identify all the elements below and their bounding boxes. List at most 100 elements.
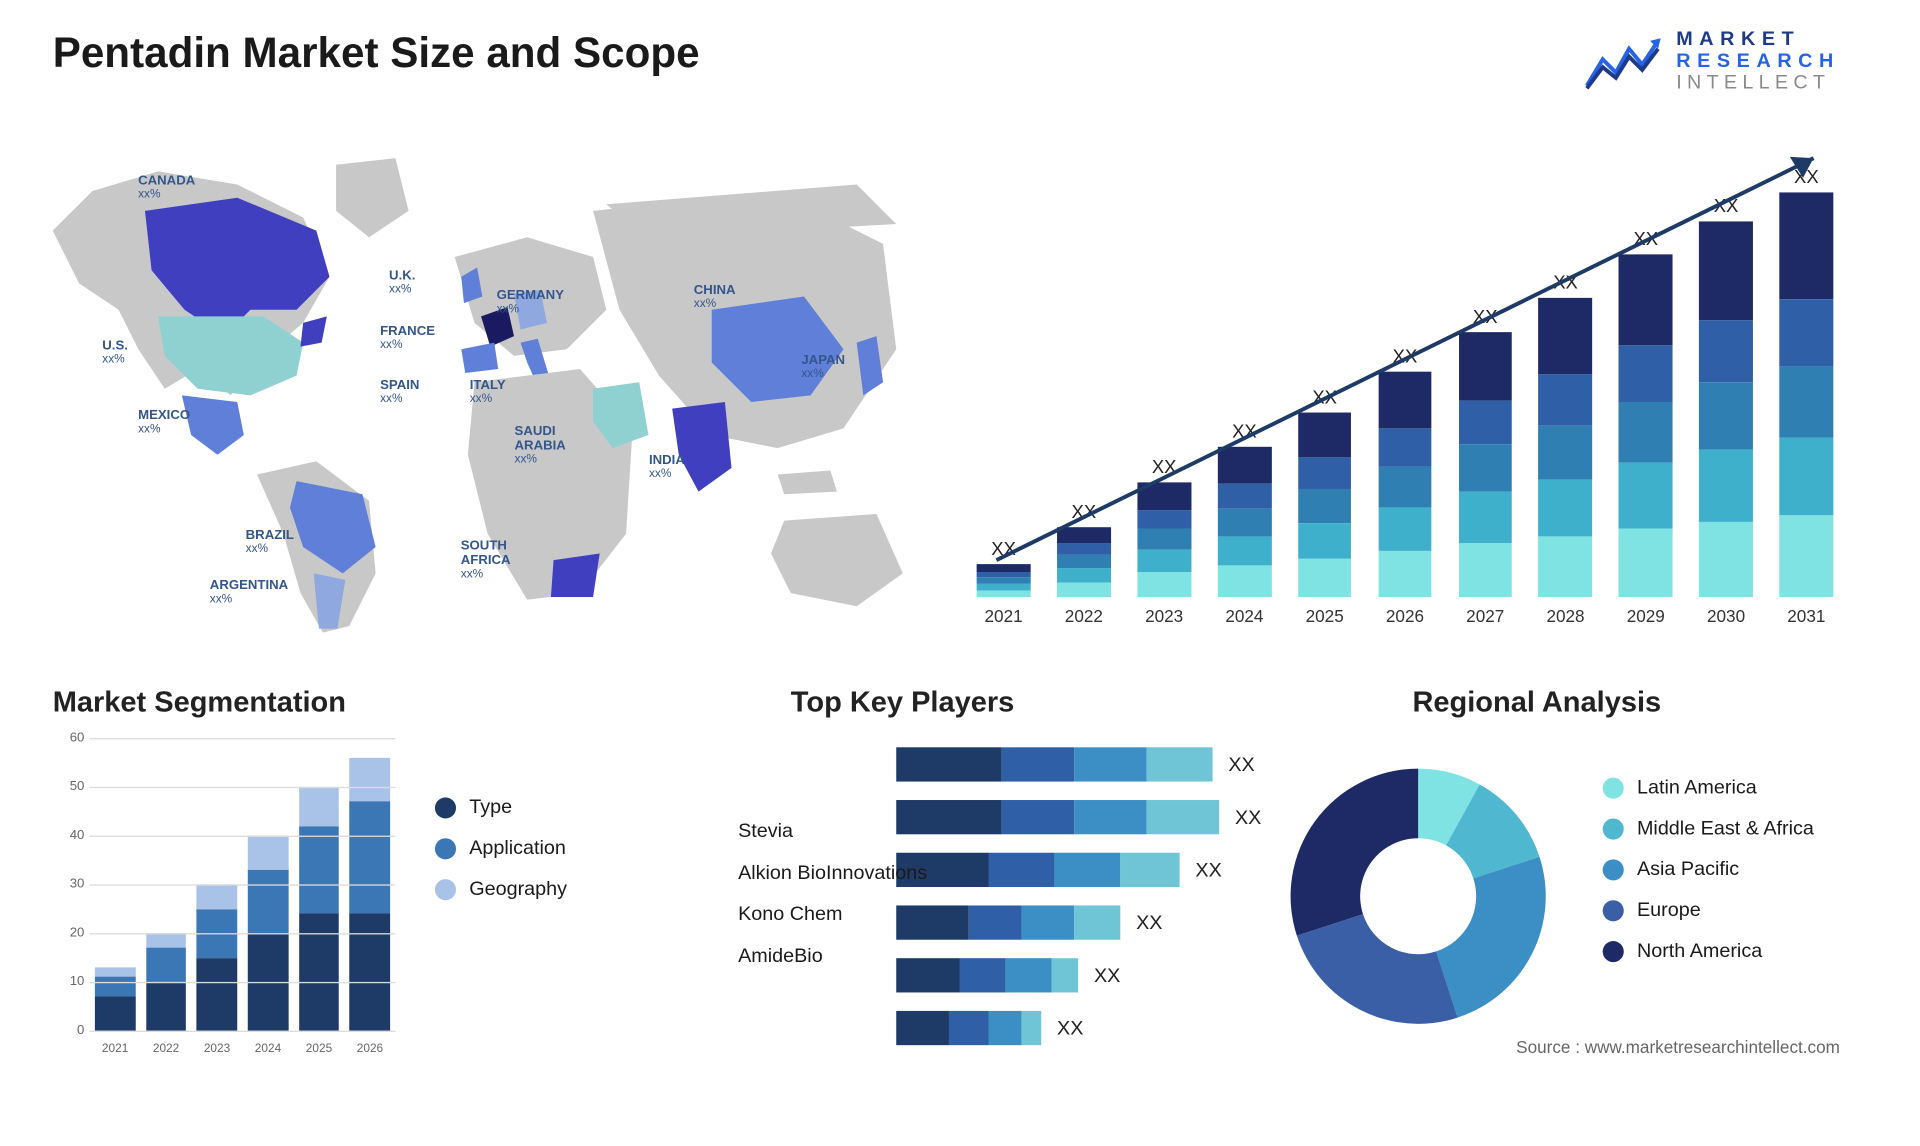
source-attribution: Source : www.marketresearchintellect.com	[1516, 1037, 1840, 1057]
bar-top-label: XX	[1152, 456, 1177, 477]
x-axis-label: 2026	[350, 1041, 390, 1054]
bar-top-label: XX	[1633, 228, 1658, 249]
bar-top-label: XX	[991, 538, 1016, 559]
world-map: CANADAxx%U.S.xx%MEXICOxx%BRAZILxx%ARGENT…	[40, 138, 936, 639]
map-label-germany: GERMANYxx%	[497, 289, 564, 317]
regional-title: Regional Analysis	[1300, 685, 1774, 719]
kp-bar-segment	[949, 1011, 989, 1045]
seg-bar-segment	[350, 758, 390, 802]
bar-segment	[1218, 484, 1272, 509]
key-players-names: SteviaAlkion BioInnovationsKono ChemAmid…	[738, 811, 927, 977]
seg-bar-2021	[95, 967, 135, 1030]
bar-segment	[1619, 255, 1673, 345]
bar-2023: XX	[1131, 456, 1198, 597]
legend-dot-icon	[1603, 818, 1624, 839]
logo-icon	[1584, 33, 1663, 91]
kp-value-label: XX	[1057, 1017, 1083, 1039]
map-label-u-s-: U.S.xx%	[102, 339, 128, 367]
map-label-saudi-arabia: SAUDI ARABIAxx%	[515, 424, 581, 466]
kp-value-label: XX	[1228, 753, 1254, 775]
x-axis-label: 2022	[146, 1041, 186, 1054]
map-label-u-k-: U.K.xx%	[389, 269, 415, 297]
y-axis-label: 50	[53, 780, 85, 794]
bar-top-label: XX	[1232, 420, 1257, 441]
seg-bar-segment	[350, 801, 390, 913]
donut-slice	[1291, 769, 1419, 936]
kp-bar-segment	[1002, 747, 1074, 781]
map-region	[301, 316, 327, 346]
bar-segment	[1298, 489, 1352, 523]
bar-segment	[1458, 332, 1512, 401]
kp-bar-segment	[1054, 853, 1120, 887]
bar-segment	[1619, 528, 1673, 597]
kp-bar-segment	[1021, 905, 1074, 939]
kp-bar-segment	[1120, 853, 1179, 887]
key-players-section: Top Key Players XXXXXXXXXXXX SteviaAlkio…	[791, 685, 1318, 719]
kp-bar-segment	[960, 958, 1006, 992]
segmentation-chart: 202120222023202420252026 0102030405060	[53, 738, 396, 1054]
map-label-south-africa: SOUTH AFRICAxx%	[461, 539, 527, 581]
logo: MARKET RESEARCH INTELLECT	[1584, 29, 1840, 94]
seg-bar-segment	[146, 933, 186, 948]
regional-section: Regional Analysis Latin AmericaMiddle Ea…	[1300, 685, 1854, 719]
legend-dot-icon	[435, 838, 456, 859]
bar-top-label: XX	[1714, 196, 1739, 217]
kp-bar-segment	[1074, 747, 1146, 781]
map-label-italy: ITALYxx%	[470, 379, 506, 407]
bar-segment	[1458, 401, 1512, 445]
seg-bar-segment	[350, 914, 390, 1031]
bar-segment	[1699, 222, 1753, 320]
x-axis-label: 2024	[248, 1041, 288, 1054]
seg-bar-segment	[146, 982, 186, 1031]
kp-bar-segment	[969, 905, 1022, 939]
map-label-india: INDIAxx%	[649, 454, 685, 482]
page-title: Pentadin Market Size and Scope	[53, 29, 700, 78]
bar-segment	[1780, 438, 1834, 515]
seg-bar-segment	[299, 914, 339, 1031]
map-region	[336, 158, 408, 237]
map-region	[771, 514, 903, 606]
map-region	[461, 343, 498, 373]
bar-segment	[1458, 445, 1512, 492]
x-axis-label: 2022	[1050, 606, 1117, 626]
segmentation-legend: TypeApplicationGeography	[435, 778, 567, 919]
bar-segment	[1458, 543, 1512, 597]
y-axis-label: 30	[53, 877, 85, 891]
map-label-brazil: BRAZILxx%	[246, 529, 294, 557]
kp-value-label: XX	[1195, 859, 1221, 881]
kp-name: Kono Chem	[738, 894, 927, 936]
x-axis-label: 2023	[197, 1041, 237, 1054]
x-axis-label: 2025	[299, 1041, 339, 1054]
kp-value-label: XX	[1094, 964, 1120, 986]
legend-item: Geography	[435, 878, 567, 900]
bar-segment	[1218, 536, 1272, 565]
bar-2031: XX	[1773, 166, 1840, 597]
bar-segment	[1539, 297, 1593, 374]
map-label-canada: CANADAxx%	[138, 173, 195, 201]
legend-label: Type	[469, 796, 512, 818]
kp-bar-segment	[1147, 800, 1219, 834]
bar-segment	[1378, 428, 1432, 466]
bar-segment	[1619, 463, 1673, 529]
bar-segment	[1298, 523, 1352, 559]
bar-segment	[1057, 568, 1111, 583]
x-axis-label: 2028	[1532, 606, 1599, 626]
kp-bar-segment	[896, 747, 1001, 781]
bar-segment	[1057, 582, 1111, 597]
legend-dot-icon	[435, 878, 456, 899]
bar-2026: XX	[1371, 345, 1438, 597]
bar-segment	[1699, 383, 1753, 450]
bar-segment	[1619, 345, 1673, 402]
kp-bar-segment	[988, 853, 1054, 887]
legend-label: North America	[1637, 940, 1762, 962]
bar-top-label: XX	[1553, 271, 1578, 292]
map-label-spain: SPAINxx%	[380, 379, 419, 407]
bar-segment	[1137, 572, 1191, 597]
legend-label: Geography	[469, 878, 567, 900]
x-axis-label: 2021	[95, 1041, 135, 1054]
bar-segment	[977, 591, 1031, 598]
bar-segment	[1699, 450, 1753, 522]
bar-segment	[1218, 509, 1272, 537]
map-label-mexico: MEXICOxx%	[138, 409, 190, 437]
bar-segment	[1619, 402, 1673, 463]
